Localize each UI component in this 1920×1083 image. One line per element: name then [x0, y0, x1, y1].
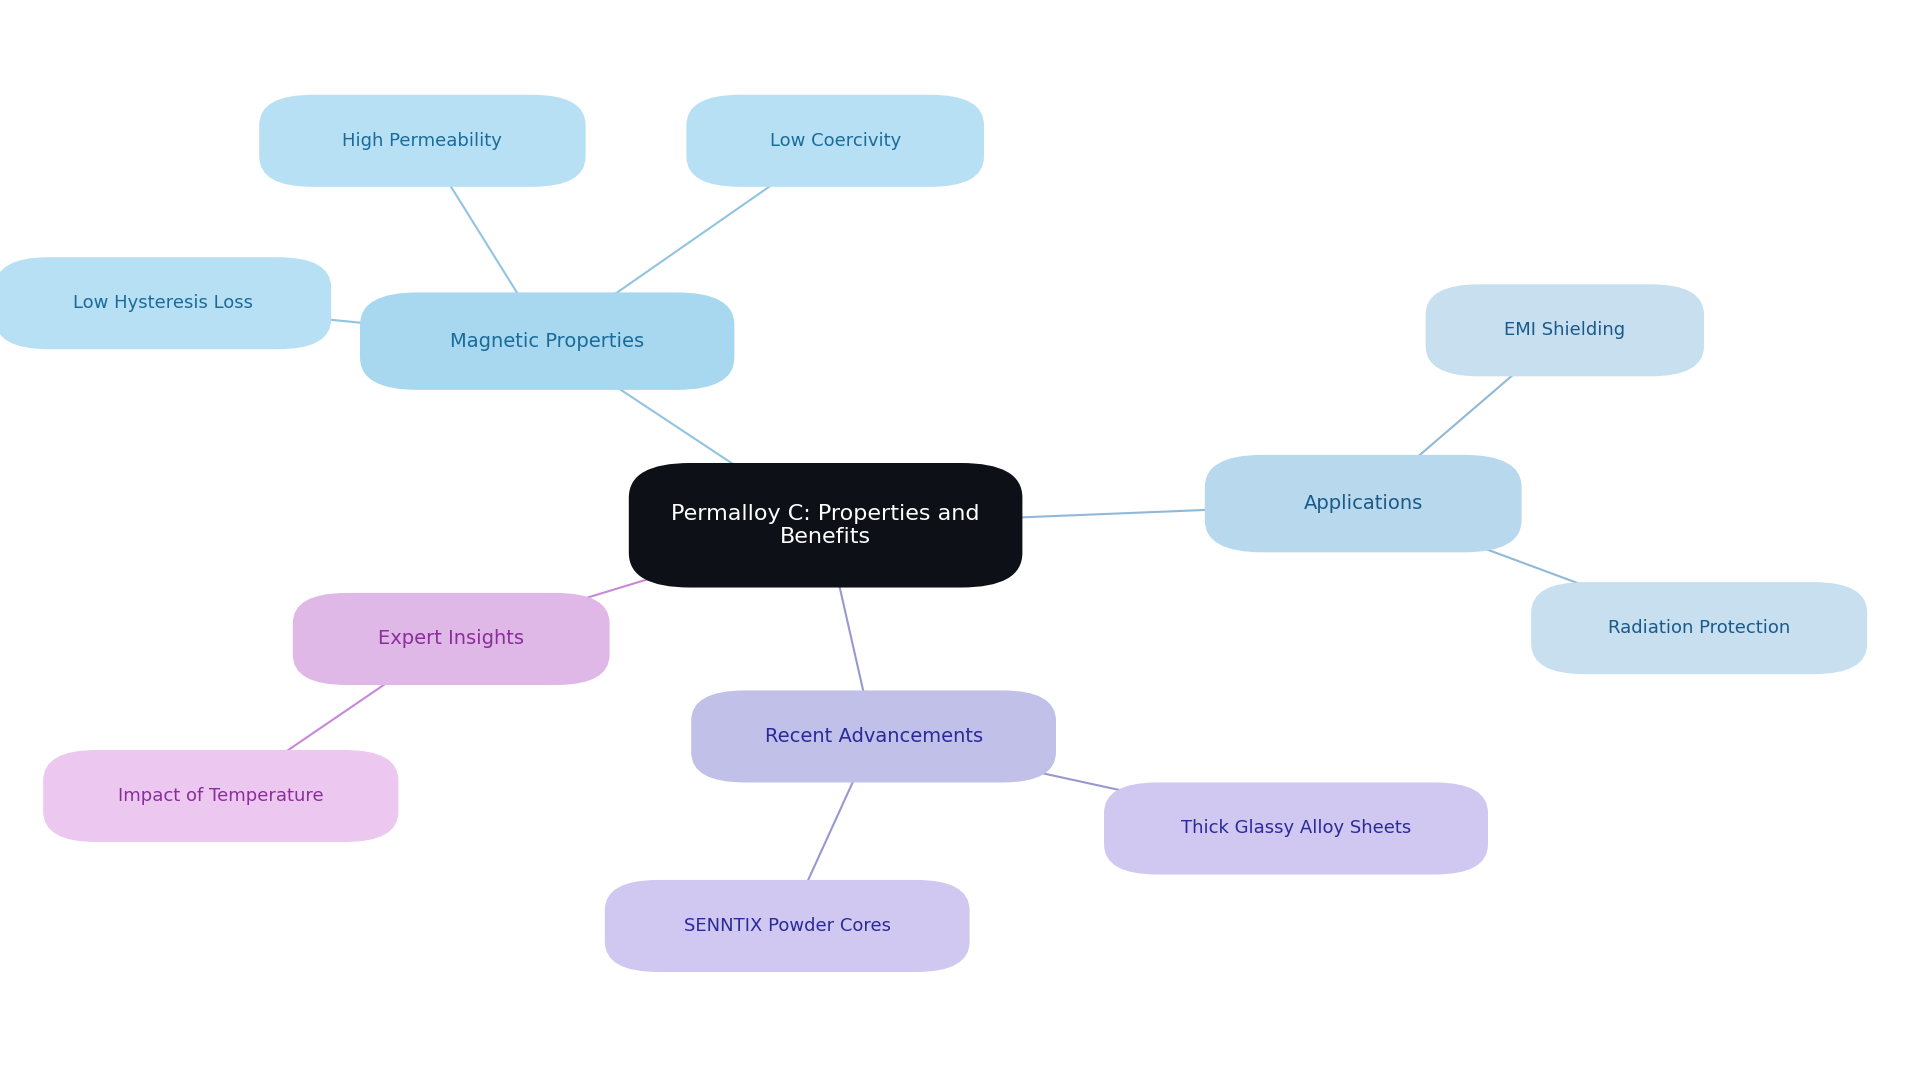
Text: Thick Glassy Alloy Sheets: Thick Glassy Alloy Sheets — [1181, 820, 1411, 837]
Text: High Permeability: High Permeability — [342, 132, 503, 149]
Text: Impact of Temperature: Impact of Temperature — [117, 787, 324, 805]
Text: Radiation Protection: Radiation Protection — [1609, 619, 1789, 637]
Text: SENNTIX Powder Cores: SENNTIX Powder Cores — [684, 917, 891, 935]
FancyBboxPatch shape — [1206, 455, 1521, 552]
FancyBboxPatch shape — [687, 95, 983, 186]
Text: Magnetic Properties: Magnetic Properties — [449, 331, 645, 351]
FancyBboxPatch shape — [605, 879, 970, 973]
Text: Permalloy C: Properties and
Benefits: Permalloy C: Properties and Benefits — [672, 504, 979, 547]
FancyBboxPatch shape — [630, 464, 1021, 587]
Text: Low Hysteresis Loss: Low Hysteresis Loss — [73, 295, 253, 312]
FancyBboxPatch shape — [292, 593, 611, 686]
FancyBboxPatch shape — [691, 691, 1056, 782]
FancyBboxPatch shape — [259, 95, 586, 186]
Text: Low Coercivity: Low Coercivity — [770, 132, 900, 149]
Text: Applications: Applications — [1304, 494, 1423, 513]
Text: Recent Advancements: Recent Advancements — [764, 727, 983, 746]
FancyBboxPatch shape — [1425, 285, 1705, 377]
FancyBboxPatch shape — [44, 749, 399, 843]
FancyBboxPatch shape — [0, 258, 330, 349]
Text: Expert Insights: Expert Insights — [378, 629, 524, 649]
FancyBboxPatch shape — [359, 292, 733, 390]
FancyBboxPatch shape — [1104, 782, 1488, 875]
Text: EMI Shielding: EMI Shielding — [1503, 322, 1626, 339]
FancyBboxPatch shape — [1532, 583, 1866, 674]
